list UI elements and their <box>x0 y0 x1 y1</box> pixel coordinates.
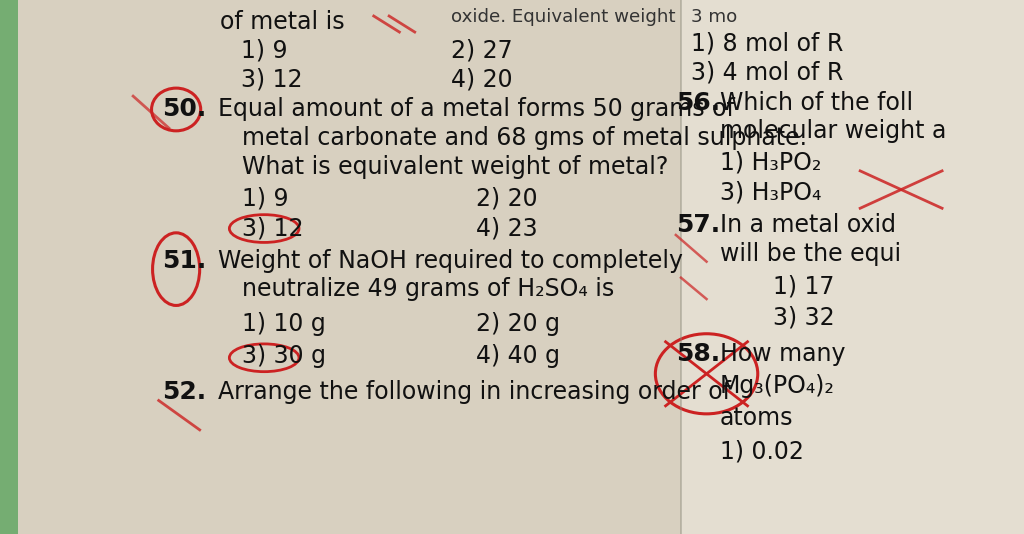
Text: 1) H₃PO₂: 1) H₃PO₂ <box>720 151 821 175</box>
Text: 50.: 50. <box>162 97 206 121</box>
Text: 4) 20: 4) 20 <box>451 67 512 91</box>
Text: 4) 40 g: 4) 40 g <box>476 344 560 368</box>
Text: 1) 9: 1) 9 <box>242 187 288 210</box>
Text: 1) 8 mol of R: 1) 8 mol of R <box>691 32 844 56</box>
Text: metal carbonate and 68 gms of metal sulphate.: metal carbonate and 68 gms of metal sulp… <box>242 126 807 150</box>
Text: Weight of NaOH required to completely: Weight of NaOH required to completely <box>218 249 683 272</box>
Text: 1) 17: 1) 17 <box>773 275 835 299</box>
Text: 1) 0.02: 1) 0.02 <box>720 439 804 463</box>
Text: 51.: 51. <box>162 249 206 272</box>
Text: 1) 10 g: 1) 10 g <box>242 312 326 336</box>
Text: 3) 4 mol of R: 3) 4 mol of R <box>691 61 844 84</box>
Text: 3) 32: 3) 32 <box>773 306 835 329</box>
Text: 3) H₃PO₄: 3) H₃PO₄ <box>720 180 821 204</box>
Text: 4) 23: 4) 23 <box>476 216 538 240</box>
Text: 3) 12: 3) 12 <box>242 216 303 240</box>
Text: 52.: 52. <box>162 381 206 404</box>
Text: How many: How many <box>720 342 846 366</box>
Text: In a metal oxid: In a metal oxid <box>720 214 896 237</box>
Text: oxide. Equivalent weight: oxide. Equivalent weight <box>451 8 675 26</box>
Bar <box>681 0 1024 534</box>
Text: 2) 20 g: 2) 20 g <box>476 312 560 336</box>
Text: Which of the foll: Which of the foll <box>720 91 913 114</box>
Text: 3) 12: 3) 12 <box>241 67 302 91</box>
Text: Equal amount of a metal forms 50 grams of: Equal amount of a metal forms 50 grams o… <box>218 97 735 121</box>
Text: 2) 27: 2) 27 <box>451 38 512 62</box>
Text: What is equivalent weight of metal?: What is equivalent weight of metal? <box>242 155 668 178</box>
Text: molecular weight a: molecular weight a <box>720 119 946 143</box>
Text: 58.: 58. <box>676 342 720 366</box>
Text: 1) 9: 1) 9 <box>241 38 287 62</box>
Bar <box>0 0 18 534</box>
Text: 57.: 57. <box>676 214 720 237</box>
Text: 56.: 56. <box>676 91 720 114</box>
Text: 2) 20: 2) 20 <box>476 187 538 210</box>
Text: neutralize 49 grams of H₂SO₄ is: neutralize 49 grams of H₂SO₄ is <box>242 278 614 301</box>
Text: atoms: atoms <box>720 406 794 429</box>
Text: 3 mo: 3 mo <box>691 8 737 26</box>
Text: of metal is: of metal is <box>220 11 345 34</box>
Text: Arrange the following in increasing order of: Arrange the following in increasing orde… <box>218 381 731 404</box>
Text: will be the equi: will be the equi <box>720 242 901 266</box>
Text: Mg₃(PO₄)₂: Mg₃(PO₄)₂ <box>720 374 835 397</box>
Text: 3) 30 g: 3) 30 g <box>242 344 326 368</box>
